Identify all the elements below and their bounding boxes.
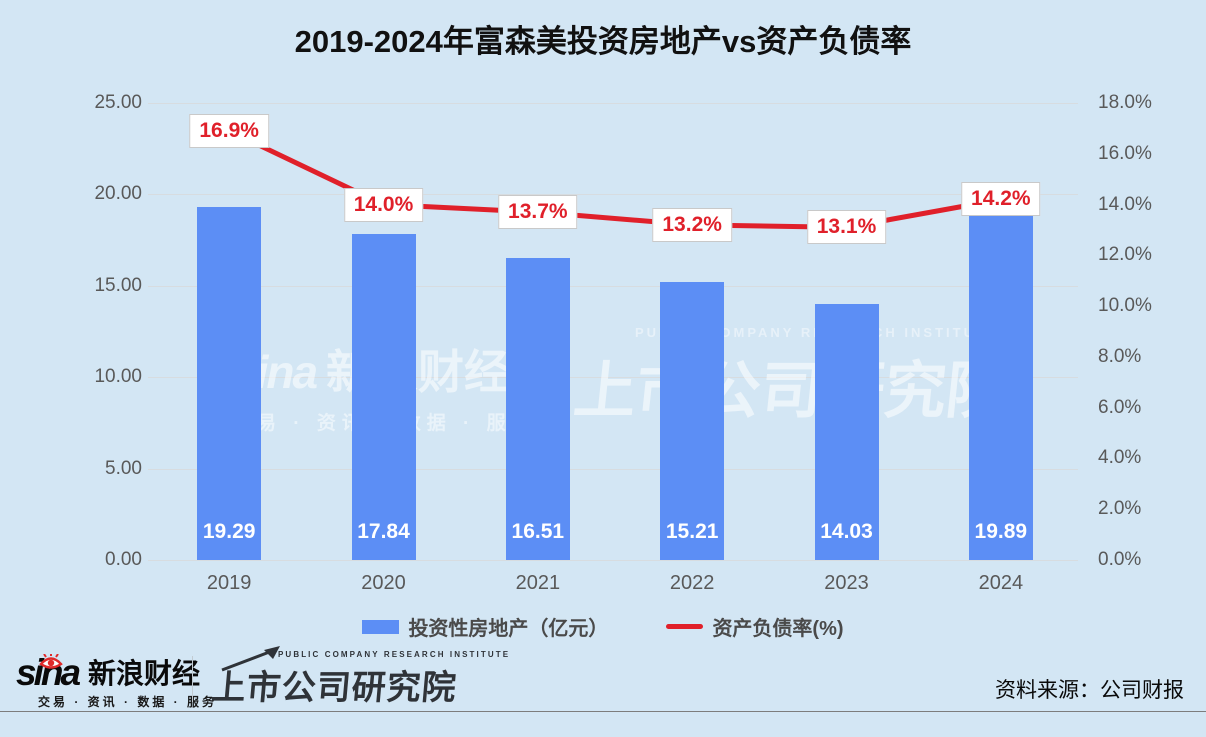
x-axis-tick: 2022 (669, 572, 715, 594)
chart-title: 2019-2024年富森美投资房地产vs资产负债率 (294, 24, 912, 59)
bar (814, 303, 879, 560)
footer-vertical-divider (192, 656, 193, 702)
bar (351, 233, 416, 560)
bar (660, 281, 725, 560)
gridline (148, 103, 1078, 104)
x-axis-tick: 2023 (824, 572, 869, 594)
sina-eye-icon (38, 643, 64, 677)
right-axis-tick: 14.0% (1098, 193, 1152, 215)
bar (197, 207, 262, 560)
left-axis-tick: 20.00 (94, 183, 142, 205)
bar-value-label: 14.03 (820, 520, 873, 543)
data-source-text: 资料来源：公司财报 (995, 679, 1184, 702)
right-axis-tick: 0.0% (1098, 549, 1142, 570)
legend-item-bar: 投资性房地产（亿元） (362, 612, 608, 641)
watermark-institute-en: PUBLIC COMPANY RESEARCH INSTITUTE (635, 325, 999, 340)
footer: sina 新浪财经 交易 · 资讯 · 数据 · 服务 (0, 646, 1206, 710)
gridline (148, 560, 1078, 561)
watermark-institute-cn: 上市公司研究院 (570, 357, 1012, 426)
x-axis-tick: 2021 (515, 572, 561, 594)
bar-value-label: 19.89 (974, 520, 1028, 543)
sina-finance-logo: sina 新浪财经 交易 · 资讯 · 数据 · 服务 (16, 652, 217, 710)
line-value-label: 13.2% (652, 207, 732, 242)
line-value-label: 14.0% (343, 187, 424, 222)
footer-divider-line (0, 711, 1206, 712)
sina-brand-text: 新浪财经 (88, 658, 201, 689)
bar (505, 258, 570, 560)
line-value-label: 13.1% (806, 210, 887, 245)
left-axis-tick: 10.00 (94, 366, 142, 388)
gridline (148, 377, 1078, 379)
left-axis-tick: 15.00 (94, 274, 142, 296)
x-axis-tick: 2020 (361, 572, 406, 594)
legend-line-label: 资产负债率(%) (712, 618, 844, 640)
gridline (148, 285, 1078, 287)
sina-wordmark: sina (16, 652, 81, 691)
legend-item-line: 资产负债率(%) (666, 612, 844, 641)
right-axis-tick: 8.0% (1098, 345, 1142, 367)
sina-tagline: 交易 · 资讯 · 数据 · 服务 (38, 695, 217, 709)
right-axis-tick: 2.0% (1098, 498, 1142, 520)
line-value-label: 14.2% (961, 182, 1041, 217)
bar-value-label: 19.29 (202, 520, 256, 543)
institute-name-cn: 上市公司研究院 (210, 669, 459, 707)
left-axis-tick: 5.00 (105, 457, 142, 479)
legend-bar-label: 投资性房地产（亿元） (408, 618, 609, 640)
bar-value-label: 17.84 (357, 520, 410, 543)
x-axis-tick: 2024 (978, 572, 1024, 594)
right-axis-tick: 10.0% (1098, 295, 1152, 317)
watermark-institute: PUBLIC COMPANY RESEARCH INSTITUTE 上市公司研究… (571, 325, 1012, 430)
left-axis-tick: 0.00 (105, 549, 142, 570)
right-axis-tick: 18.0% (1098, 92, 1152, 113)
right-axis-tick: 12.0% (1098, 244, 1152, 266)
legend-line-swatch-icon (666, 624, 704, 629)
line-value-label: 16.9% (189, 113, 269, 148)
line-value-label: 13.7% (498, 195, 578, 230)
arrow-up-right-icon (220, 646, 284, 677)
bar-value-label: 16.51 (511, 520, 565, 543)
bar-value-label: 15.21 (665, 520, 719, 543)
right-axis-tick: 6.0% (1098, 396, 1142, 418)
legend-bar-swatch-icon (362, 619, 400, 634)
institute-logo: PUBLIC COMPANY RESEARCH INSTITUTE 上市公司研究… (210, 646, 511, 709)
right-axis-tick: 4.0% (1098, 447, 1142, 469)
bar (968, 196, 1033, 560)
gridline (148, 194, 1078, 196)
legend: 投资性房地产（亿元） 资产负债率(%) (0, 612, 1206, 641)
x-axis-tick: 2019 (206, 572, 252, 594)
gridline (148, 468, 1078, 470)
institute-name-en: PUBLIC COMPANY RESEARCH INSTITUTE (278, 650, 511, 659)
left-axis-tick: 25.00 (94, 92, 142, 113)
right-axis-tick: 16.0% (1098, 142, 1152, 164)
